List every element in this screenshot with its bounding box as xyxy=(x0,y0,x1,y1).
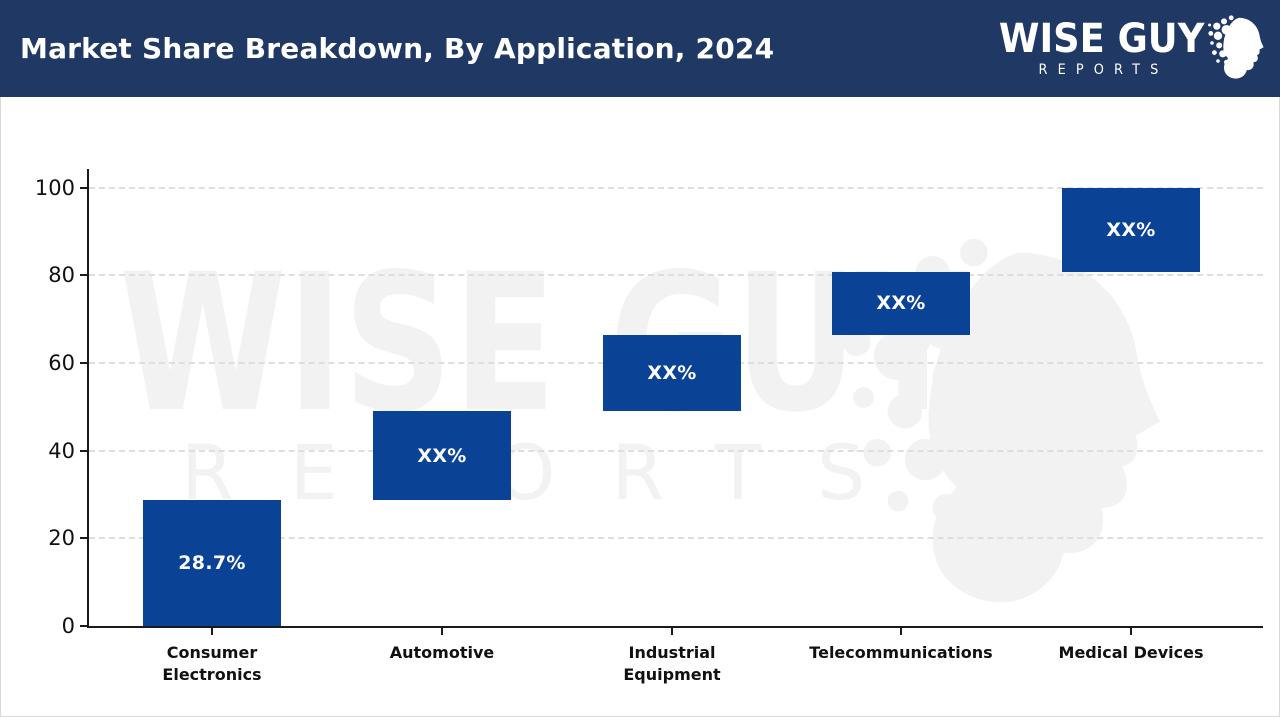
x-axis-tick-mark xyxy=(441,628,443,635)
y-axis-line xyxy=(87,169,89,628)
y-axis-tick-mark xyxy=(80,274,89,277)
y-axis-tick-label: 40 xyxy=(48,438,75,463)
x-axis-category-label: Industrial Equipment xyxy=(557,642,787,685)
x-axis-tick-mark xyxy=(211,628,213,635)
brand-logo-text: WISE GUY REPORTS xyxy=(999,19,1204,78)
y-axis-tick-mark xyxy=(80,625,89,627)
bar-value-label: 28.7% xyxy=(178,552,246,575)
gridline xyxy=(89,274,1263,277)
watermark-subtext: REPORTS xyxy=(181,428,922,517)
x-axis-category-label: Consumer Electronics xyxy=(97,642,327,685)
brand-name: WISE GUY xyxy=(998,16,1204,62)
x-axis-category-line: Consumer xyxy=(166,643,258,662)
bar-telecommunications: XX% xyxy=(832,271,970,336)
gridline xyxy=(89,186,1263,189)
y-axis-tick-label: 20 xyxy=(48,526,75,551)
x-axis-category-label: Automotive xyxy=(327,642,557,664)
brand-head-icon xyxy=(1206,9,1266,89)
bar-value-label: XX% xyxy=(647,362,697,385)
bar-automotive: XX% xyxy=(373,411,511,501)
y-axis-tick-mark xyxy=(80,449,89,452)
header-bar: Market Share Breakdown, By Application, … xyxy=(0,0,1280,97)
gridline xyxy=(89,537,1263,540)
x-axis-tick-mark xyxy=(900,628,902,635)
x-axis-category-line: Equipment xyxy=(623,664,721,684)
x-axis-category-label: Medical Devices xyxy=(1016,642,1246,664)
bar-value-label: XX% xyxy=(1106,218,1156,241)
bar-consumer-electronics: 28.7% xyxy=(143,500,281,626)
bar-value-label: XX% xyxy=(417,444,467,467)
page-title: Market Share Breakdown, By Application, … xyxy=(20,32,775,65)
y-axis-tick-label: 60 xyxy=(48,350,75,375)
x-axis-category-label: Telecommunications xyxy=(786,642,1016,664)
y-axis-tick-mark xyxy=(80,537,89,540)
y-axis-tick-label: 0 xyxy=(61,614,75,638)
y-axis-tick-mark xyxy=(80,361,89,364)
y-axis-tick-label: 100 xyxy=(34,175,75,200)
x-axis-tick-mark xyxy=(671,628,673,635)
bar-industrial-equipment: XX% xyxy=(603,335,741,412)
chart-area: WISE GUY REPORTS 0 20 40 60 80 100 28.7% Consum… xyxy=(0,97,1280,717)
x-axis-category-line: Industrial xyxy=(628,643,716,662)
watermark-text: WISE GUY xyxy=(119,233,968,454)
x-axis-category-line: Electronics xyxy=(162,664,262,684)
bar-value-label: XX% xyxy=(876,292,926,315)
x-axis-category-line: Automotive xyxy=(389,643,495,662)
x-axis-category-line: Telecommunications xyxy=(809,643,993,662)
bar-medical-devices: XX% xyxy=(1062,187,1200,272)
brand-subname: REPORTS xyxy=(1038,62,1169,78)
x-axis-tick-mark xyxy=(1130,628,1132,635)
y-axis-tick-label: 80 xyxy=(48,263,75,288)
x-axis-category-line: Medical Devices xyxy=(1058,643,1204,662)
y-axis-tick-mark xyxy=(80,186,89,189)
brand-logo: WISE GUY REPORTS xyxy=(981,9,1266,89)
gridline xyxy=(89,449,1263,452)
x-axis-line xyxy=(87,626,1263,628)
